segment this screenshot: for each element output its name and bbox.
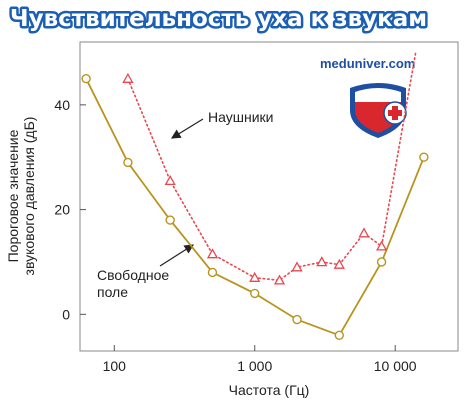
headphones-data-point <box>206 248 219 259</box>
x-tick-label: 10 000 <box>374 358 417 374</box>
free-field-data-point <box>376 257 387 267</box>
free-field-data-point <box>81 73 91 84</box>
y-axis-label: Пороговое значение звукового давления (д… <box>5 117 37 276</box>
y-tick-label: 40 <box>54 97 70 113</box>
series-layer <box>81 51 429 340</box>
chart-title: Чувствительность уха к звукам <box>10 6 427 32</box>
x-axis-label: Частота (Гц) <box>229 382 310 398</box>
headphones-data-point <box>249 271 261 282</box>
annotation-free-field-line-2: поле <box>97 284 128 300</box>
watermark: meduniver.com <box>320 56 415 138</box>
headphones-data-point <box>333 258 345 269</box>
watermark-text: meduniver.com <box>320 56 415 71</box>
headphones-data-point <box>122 72 134 83</box>
free-field-data-point <box>292 314 302 325</box>
headphones-data-point <box>375 240 388 251</box>
free-field-data-point <box>419 152 429 162</box>
free-field-data-point <box>207 267 218 278</box>
y-axis-label-line-1: Пороговое значение <box>5 129 21 262</box>
x-tick-label: 1 000 <box>237 358 272 374</box>
headphones-data-point <box>291 261 303 272</box>
headphones-data-point <box>358 227 370 238</box>
y-tick-label: 20 <box>54 202 70 218</box>
free-field-data-point <box>334 330 345 340</box>
shield-logo-icon <box>350 83 407 138</box>
headphones-data-point <box>164 174 176 186</box>
x-tick-label: 100 <box>103 358 127 374</box>
free-field-data-point <box>165 215 175 225</box>
y-axis-label-line-2: звукового давления (дБ) <box>21 117 37 276</box>
plot-frame <box>79 41 459 352</box>
annotation-arrow-free-field <box>159 244 195 267</box>
free-field-data-point <box>250 288 260 299</box>
axis-ticks: 100 1 000 10 000 0 20 40 <box>54 97 416 374</box>
annotation-headphones: Наушники <box>208 109 273 125</box>
free-field-data-point <box>123 157 133 168</box>
headphones-data-point <box>316 256 328 267</box>
annotation-arrow-headphones <box>170 118 204 139</box>
y-tick-label: 0 <box>62 306 70 322</box>
headphones-data-point <box>273 274 286 285</box>
annotation-free-field-line-1: Свободное <box>97 267 169 283</box>
